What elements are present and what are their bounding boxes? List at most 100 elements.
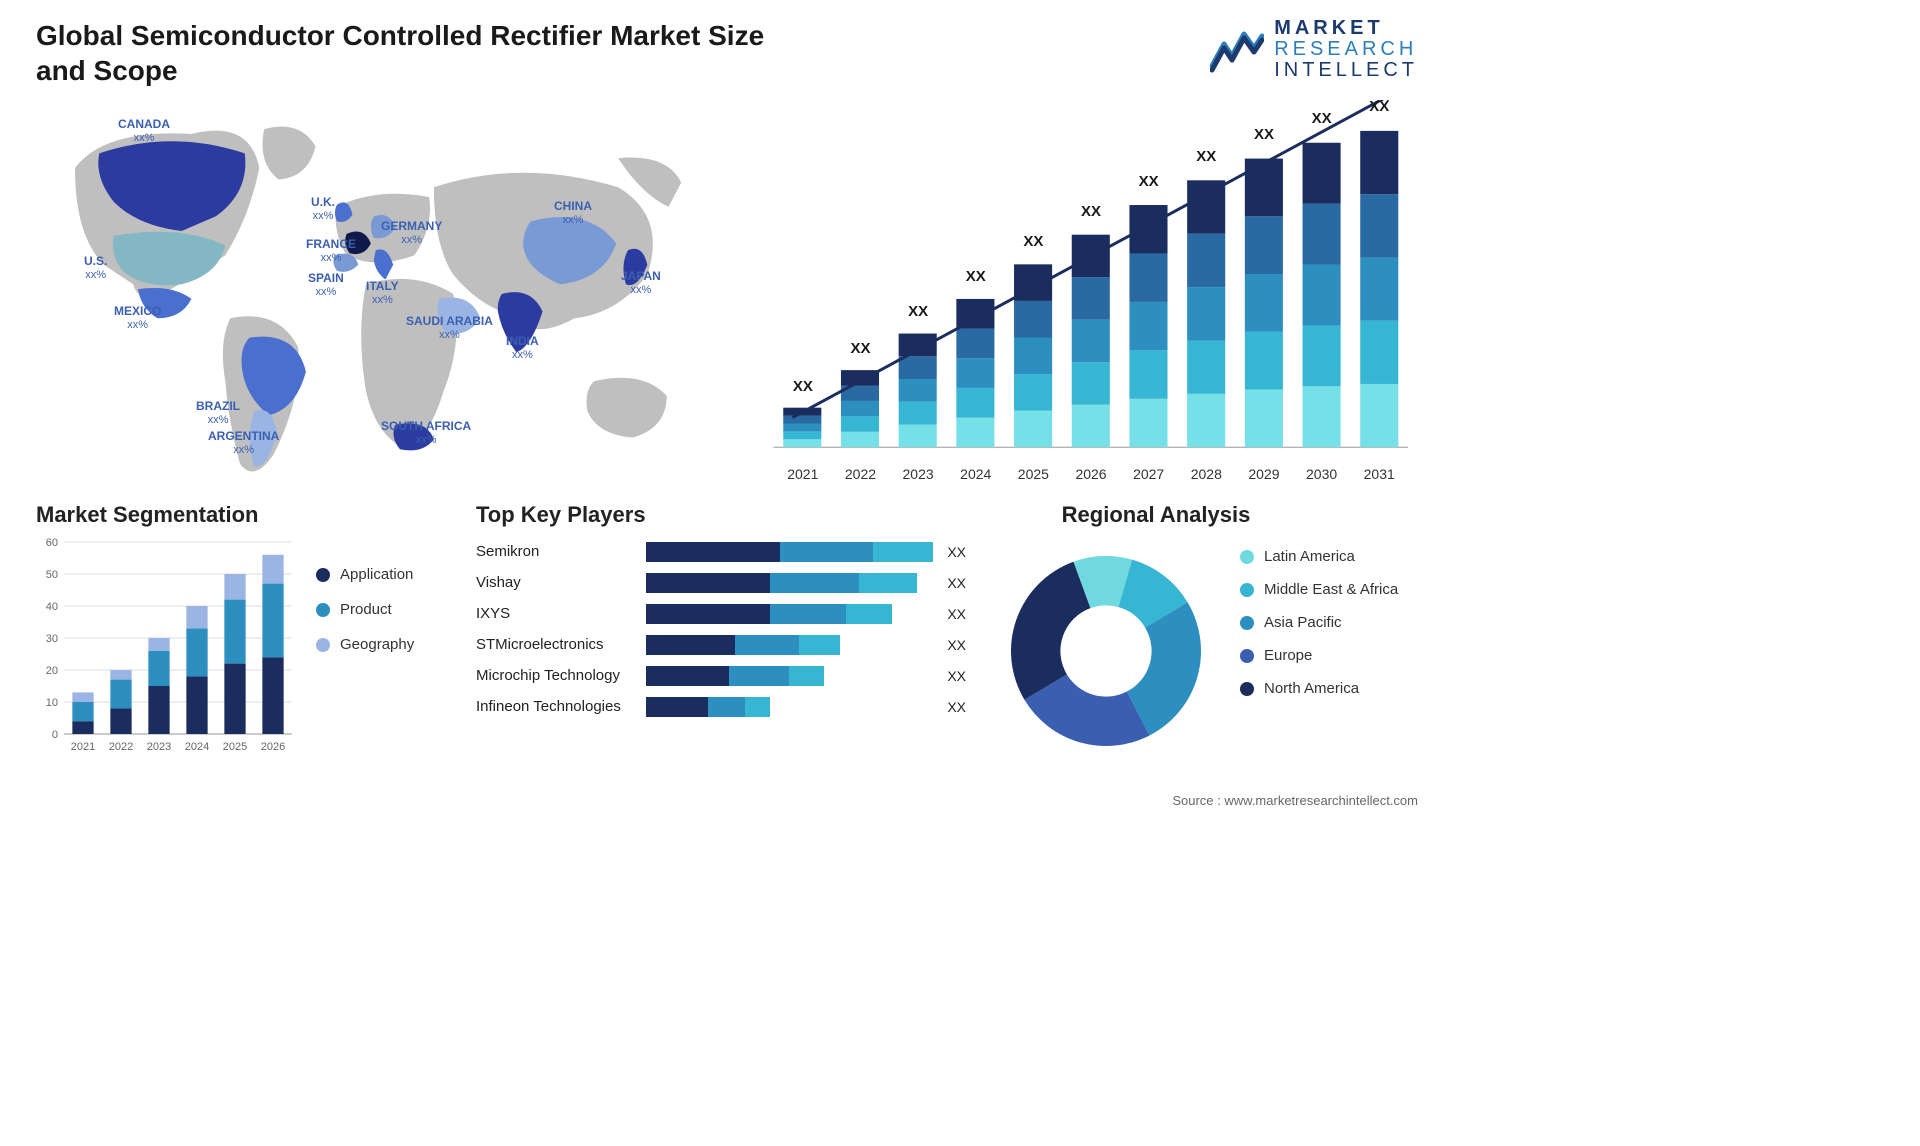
regional-panel: Regional Analysis Latin America Middle Ea… [996, 502, 1418, 772]
key-player-value: XX [947, 575, 966, 591]
key-player-bar-segment [799, 635, 840, 655]
key-player-value: XX [947, 606, 966, 622]
growth-bar-value-labels: XXXXXXXXXXXXXXXXXXXXXX [774, 100, 1408, 440]
segmentation-legend: ApplicationProductGeography [316, 536, 414, 756]
growth-chart-panel: XXXXXXXXXXXXXXXXXXXXXX 20212022202320242… [726, 100, 1418, 488]
growth-year-label: 2031 [1350, 466, 1408, 482]
country-label: MEXICOxx% [114, 305, 161, 331]
key-player-bar-segment [873, 542, 933, 562]
logo-line-2: RESEARCH [1274, 39, 1418, 60]
svg-text:40: 40 [46, 601, 58, 613]
key-player-bar [646, 666, 935, 686]
svg-text:60: 60 [46, 537, 58, 549]
legend-item: Application [316, 566, 414, 583]
legend-label: Application [340, 566, 413, 583]
key-player-row: Infineon Technologies XX [476, 691, 966, 722]
svg-text:2024: 2024 [185, 741, 209, 753]
segmentation-stacked-bar-chart: 0102030405060202120222023202420252026 [36, 536, 296, 756]
legend-dot-icon [1240, 583, 1254, 597]
growth-bar-label: XX [1062, 203, 1120, 543]
legend-label: Middle East & Africa [1264, 581, 1398, 598]
country-label: ARGENTINAxx% [208, 430, 279, 456]
growth-year-label: 2030 [1293, 466, 1351, 482]
growth-bar-label: XX [1293, 110, 1351, 450]
svg-text:2023: 2023 [147, 741, 171, 753]
country-label: JAPANxx% [621, 270, 661, 296]
key-player-label: Microchip Technology [476, 667, 646, 684]
country-label: U.K.xx% [311, 196, 335, 222]
key-player-row: STMicroelectronicsXX [476, 629, 966, 660]
key-player-bar-segment [859, 573, 917, 593]
country-label: U.S.xx% [84, 255, 107, 281]
key-player-row: SemikronXX [476, 536, 966, 567]
key-player-bar-segment [789, 666, 824, 686]
svg-text:50: 50 [46, 569, 58, 581]
legend-label: Europe [1264, 647, 1312, 664]
country-label: INDIAxx% [506, 335, 539, 361]
key-player-row: Microchip Technology XX [476, 660, 966, 691]
key-player-value: XX [947, 699, 966, 715]
legend-dot-icon [316, 568, 330, 582]
growth-year-label: 2028 [1177, 466, 1235, 482]
legend-item: Asia Pacific [1240, 614, 1398, 631]
key-player-bar-segment [646, 604, 770, 624]
legend-dot-icon [1240, 616, 1254, 630]
key-player-bar-segment [646, 697, 708, 717]
legend-dot-icon [1240, 550, 1254, 564]
growth-year-axis-labels: 2021202220232024202520262027202820292030… [774, 466, 1408, 482]
key-player-bar-segment [770, 573, 859, 593]
legend-dot-icon [316, 603, 330, 617]
svg-text:30: 30 [46, 633, 58, 645]
growth-year-label: 2026 [1062, 466, 1120, 482]
regional-donut-box [996, 536, 1216, 756]
key-players-panel: Top Key Players SemikronXXVishayXXIXYSXX… [476, 502, 966, 772]
key-player-bar-segment [708, 697, 745, 717]
growth-year-label: 2022 [832, 466, 890, 482]
key-player-bar-segment [846, 604, 891, 624]
key-player-value: XX [947, 544, 966, 560]
svg-text:2022: 2022 [109, 741, 133, 753]
svg-text:10: 10 [46, 697, 58, 709]
key-player-bar-segment [646, 542, 780, 562]
country-label: ITALYxx% [366, 280, 399, 306]
key-player-bar [646, 604, 935, 624]
legend-label: Asia Pacific [1264, 614, 1342, 631]
svg-text:0: 0 [52, 729, 58, 741]
legend-dot-icon [316, 638, 330, 652]
svg-text:2021: 2021 [71, 741, 95, 753]
growth-year-label: 2029 [1235, 466, 1293, 482]
world-map-panel: CANADAxx%U.S.xx%MEXICOxx%BRAZILxx%ARGENT… [36, 100, 696, 488]
country-label: SAUDI ARABIAxx% [406, 315, 493, 341]
growth-bar-label: XX [1235, 126, 1293, 466]
legend-label: Latin America [1264, 548, 1355, 565]
legend-item: Europe [1240, 647, 1398, 664]
legend-label: Product [340, 601, 392, 618]
legend-item: Middle East & Africa [1240, 581, 1398, 598]
legend-dot-icon [1240, 649, 1254, 663]
growth-year-label: 2023 [889, 466, 947, 482]
key-player-bar [646, 697, 935, 717]
country-label: SPAINxx% [308, 272, 344, 298]
key-player-bar [646, 635, 935, 655]
growth-bar-label: XX [1350, 98, 1408, 438]
key-players-rows: SemikronXX Vishay XX IXYS XX STMicroelectroni… [476, 536, 966, 722]
country-label: CANADAxx% [118, 118, 170, 144]
key-player-label: Vishay [476, 574, 646, 591]
key-player-bar-segment [729, 666, 789, 686]
svg-text:2026: 2026 [261, 741, 285, 753]
key-player-label: Infineon Technologies [476, 698, 646, 715]
logo-text: MARKET RESEARCH INTELLECT [1274, 18, 1418, 81]
key-player-value: XX [947, 668, 966, 684]
country-label: FRANCExx% [306, 238, 356, 264]
key-player-bar [646, 573, 935, 593]
key-player-bar-segment [646, 635, 735, 655]
regional-legend: Latin America Middle East & Africa Asia Pa… [1216, 536, 1398, 756]
legend-item: Latin America [1240, 548, 1398, 565]
top-row: CANADAxx%U.S.xx%MEXICOxx%BRAZILxx%ARGENT… [0, 88, 1458, 488]
key-player-bar-segment [646, 666, 729, 686]
key-player-label: IXYS [476, 605, 646, 622]
country-label: SOUTH AFRICAxx% [381, 420, 471, 446]
growth-year-label: 2025 [1005, 466, 1063, 482]
logo-line-3: INTELLECT [1274, 60, 1418, 81]
regional-title: Regional Analysis [996, 502, 1316, 528]
